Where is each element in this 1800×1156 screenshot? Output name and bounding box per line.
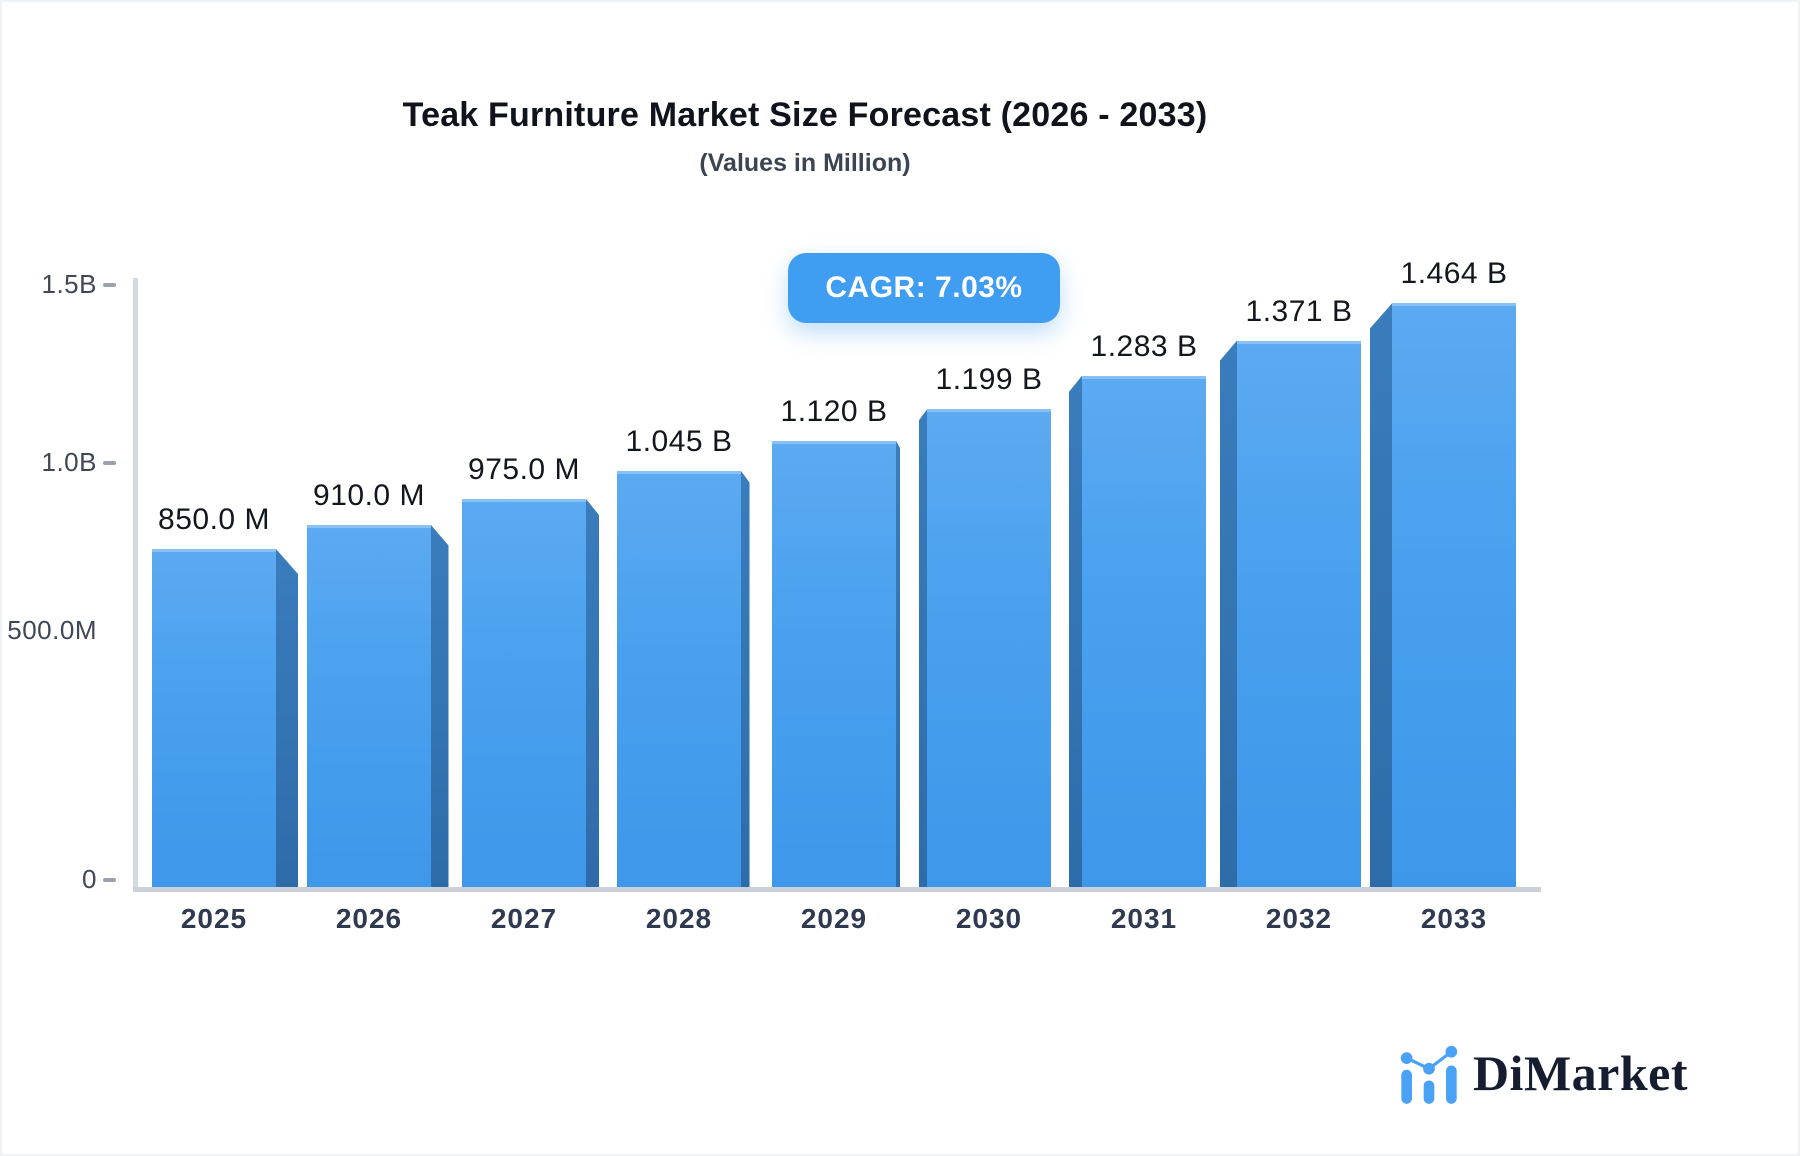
x-tick-label-2028: 2028 xyxy=(645,903,713,934)
x-tick-label-2026: 2026 xyxy=(335,903,403,934)
y-axis-line xyxy=(133,278,138,892)
bar-value-label-2028: 1.045 B xyxy=(625,425,733,458)
bar-side-2028 xyxy=(741,471,750,889)
bar-value-label-2032: 1.371 B xyxy=(1245,294,1353,328)
bar-side-2031 xyxy=(1069,375,1082,889)
x-axis-line xyxy=(133,887,1541,892)
chart-subtitle: (Values in Million) xyxy=(699,149,911,177)
bar-value-label-2026: 910.0 M xyxy=(313,479,425,512)
y-tick-label-1.0B: 1.0B xyxy=(41,447,97,477)
cagr-badge: CAGR: 7.03% xyxy=(788,253,1060,323)
bar-side-2033 xyxy=(1370,303,1392,889)
chart-header: Teak Furniture Market Size Forecast (202… xyxy=(0,96,1610,178)
bar-value-label-2027: 975.0 M xyxy=(468,453,580,486)
bar-2026 xyxy=(307,525,431,889)
chart-title: Teak Furniture Market Size Forecast (202… xyxy=(402,96,1208,134)
bar-2027 xyxy=(462,499,586,889)
bar-value-label-2025: 850.0 M xyxy=(158,503,270,536)
x-tick-label-2032: 2032 xyxy=(1265,903,1333,934)
x-tick-label-2027: 2027 xyxy=(490,903,558,934)
bar-2032 xyxy=(1237,340,1361,889)
bar-2031 xyxy=(1082,375,1206,889)
y-tick-mark-1.5B xyxy=(103,283,116,287)
bar-side-2032 xyxy=(1219,340,1237,889)
brand-logo: DiMarket xyxy=(1399,1038,1688,1108)
bar-side-2027 xyxy=(586,499,599,889)
x-tick-label-2029: 2029 xyxy=(800,903,868,934)
bar-value-label-2033: 1.464 B xyxy=(1400,257,1508,291)
bar-side-2026 xyxy=(431,525,449,889)
bar-chart-logo-icon xyxy=(1400,1045,1458,1104)
y-tick-mark-1.0B xyxy=(103,461,116,465)
bar-2033 xyxy=(1392,303,1516,889)
bar-value-label-2030: 1.199 B xyxy=(935,363,1043,397)
bar-side-2025 xyxy=(276,549,298,889)
bar-2025 xyxy=(152,549,276,889)
bar-value-label-2031: 1.283 B xyxy=(1090,329,1198,363)
bar-side-2030 xyxy=(918,409,927,889)
x-tick-label-2031: 2031 xyxy=(1110,903,1178,934)
y-tick-label-0: 0 xyxy=(82,864,97,894)
y-tick-mark-0 xyxy=(103,878,116,882)
bar-side-2029 xyxy=(896,441,900,889)
bar-2028 xyxy=(617,471,741,889)
brand-name: DiMarket xyxy=(1472,1045,1688,1101)
x-tick-label-2033: 2033 xyxy=(1420,903,1488,934)
x-tick-label-2030: 2030 xyxy=(955,903,1023,934)
bar-2029 xyxy=(772,441,896,889)
x-tick-label-2025: 2025 xyxy=(180,903,248,934)
bar-2030 xyxy=(927,409,1051,889)
y-tick-label-1.5B: 1.5B xyxy=(41,269,97,299)
bar-value-label-2029: 1.120 B xyxy=(780,395,888,428)
y-tick-label-500.0M: 500.0M xyxy=(7,615,97,645)
